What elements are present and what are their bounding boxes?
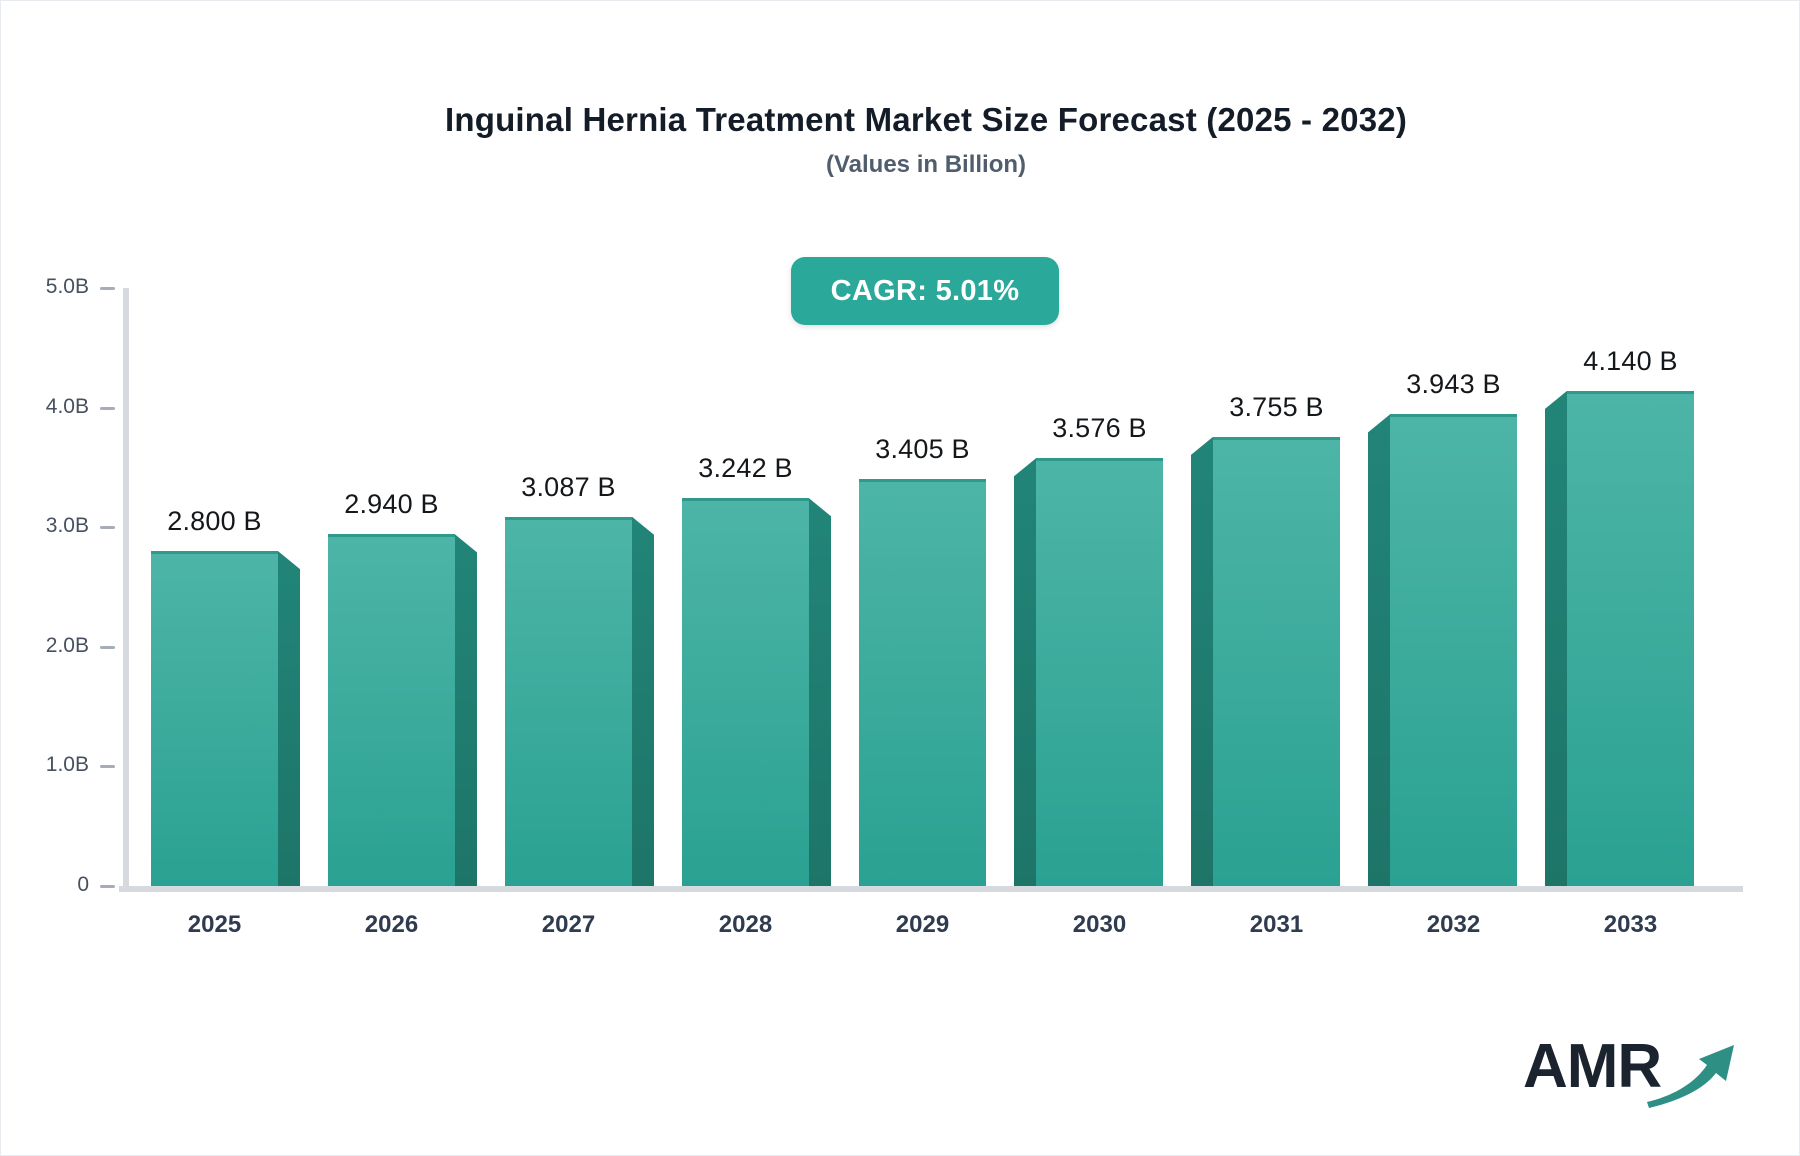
x-axis-label-2027: 2027: [541, 911, 596, 938]
bar-value-label: 3.405 B: [875, 433, 970, 464]
bar-value-label: 2.800 B: [167, 506, 262, 537]
x-axis-baseline: [119, 886, 1743, 892]
bar-value-label: 2.940 B: [344, 489, 439, 520]
y-tick-label: 0: [77, 873, 89, 896]
y-tick-label: 1.0B: [45, 753, 89, 777]
bar-2027-side-face: [632, 516, 654, 886]
x-axis-label-2026: 2026: [364, 911, 419, 938]
x-axis-label-2029: 2029: [895, 911, 950, 938]
y-tick-mark: [100, 645, 115, 649]
growth-arrow-icon: [1647, 1045, 1735, 1108]
amr-logo-text: AMR: [1523, 1032, 1662, 1101]
bar-2033-side-face: [1545, 390, 1567, 886]
bar-value-label: 3.755 B: [1229, 391, 1324, 422]
bar-2026: [328, 534, 455, 886]
cagr-badge: CAGR: 5.01%: [791, 257, 1059, 325]
x-axis-label-2031: 2031: [1249, 911, 1304, 938]
bar-2032: [1390, 414, 1517, 886]
bar-2026-side-face: [455, 534, 477, 886]
bar-2029: [859, 478, 986, 886]
amr-logo: AMR: [1523, 1036, 1737, 1110]
bar-value-label: 3.242 B: [698, 453, 793, 484]
cagr-badge-label: CAGR: 5.01%: [830, 274, 1020, 307]
bar-2031: [1213, 436, 1340, 886]
x-axis-label-2028: 2028: [718, 911, 773, 938]
y-axis-line: [123, 288, 129, 886]
chart-subtitle: (Values in Billion): [825, 151, 1027, 178]
bar-2025: [151, 551, 278, 886]
bar-2028-side-face: [809, 498, 831, 886]
bar-2028: [682, 498, 809, 886]
x-axis-label-2032: 2032: [1426, 911, 1481, 938]
y-tick-mark: [100, 287, 115, 290]
bar-2031-side-face: [1191, 436, 1213, 886]
bar-value-label: 3.576 B: [1052, 413, 1147, 444]
bar-2030-side-face: [1014, 458, 1036, 886]
bar-2025-side-face: [278, 551, 300, 886]
y-tick-mark: [100, 406, 115, 410]
x-axis-label-2025: 2025: [187, 911, 242, 938]
y-tick-label: 3.0B: [45, 514, 89, 538]
x-axis-label-2030: 2030: [1072, 911, 1127, 938]
y-tick-mark: [100, 526, 115, 530]
y-tick-label: 2.0B: [45, 633, 89, 657]
bar-2032-side-face: [1368, 414, 1390, 886]
bar-2030: [1036, 458, 1163, 886]
bar-value-label: 3.943 B: [1406, 369, 1501, 400]
bar-value-label: 3.087 B: [521, 471, 616, 502]
chart-title: Inguinal Hernia Treatment Market Size Fo…: [444, 101, 1408, 138]
bar-2033: [1567, 390, 1694, 886]
y-tick-mark: [100, 765, 115, 769]
y-tick-label: 4.0B: [45, 394, 89, 418]
y-tick-label: 5.0B: [45, 275, 89, 298]
bar-value-label: 4.140 B: [1583, 345, 1678, 376]
x-axis-label-2033: 2033: [1603, 911, 1658, 938]
bar-2027: [505, 516, 632, 886]
y-tick-mark: [100, 885, 115, 888]
